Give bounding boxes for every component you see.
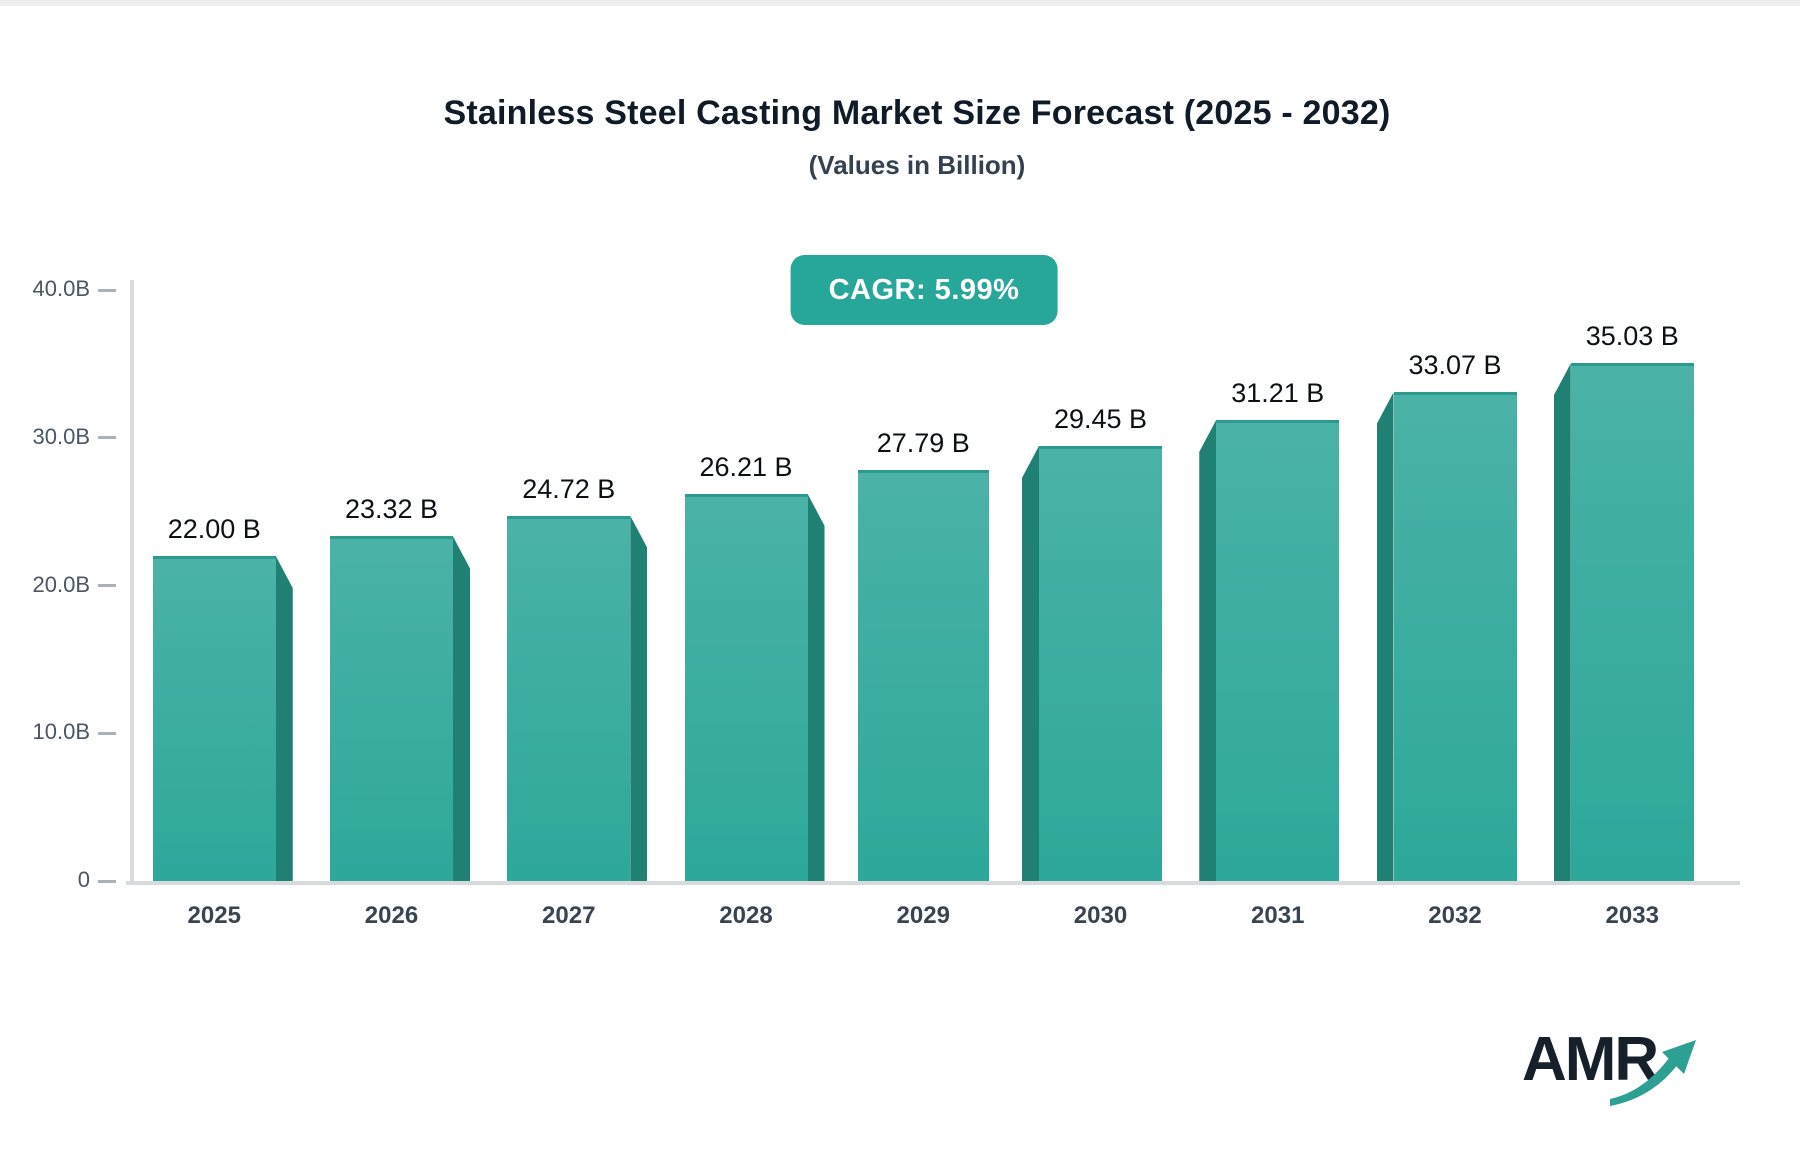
- bar-2026: [330, 536, 453, 881]
- y-axis-tick-label: 30.0B: [32, 423, 91, 449]
- bar-2025: [152, 555, 276, 881]
- chart-title: Stainless Steel Casting Market Size Fore…: [443, 94, 1391, 132]
- x-axis-category-label: 2031: [1251, 902, 1305, 929]
- y-axis-line: [130, 280, 134, 885]
- bar-2030: [1039, 445, 1162, 881]
- amr-logo: AMR: [1522, 1025, 1722, 1110]
- bar-value-label: 23.32 B: [344, 494, 439, 525]
- bar-value-label: 35.03 B: [1585, 321, 1679, 352]
- x-axis-category-label: 2026: [364, 902, 419, 929]
- y-axis-tick: [98, 879, 116, 883]
- bar-2033: [1570, 363, 1694, 881]
- bar-3d-side: [1553, 363, 1571, 881]
- bar-value-label: 27.79 B: [876, 428, 970, 459]
- y-axis-tick-label: 40.0B: [32, 276, 91, 301]
- x-axis-category-label: 2029: [896, 902, 950, 929]
- amr-arrow-swoosh: [1610, 1058, 1678, 1106]
- bar-3d-side: [275, 555, 293, 881]
- bar-2027: [507, 515, 631, 881]
- bar-value-label: 26.21 B: [699, 451, 793, 482]
- bar-3d-side: [807, 493, 825, 881]
- bar-value-label: 24.72 B: [522, 473, 616, 504]
- amr-logo-text: AMR: [1522, 1025, 1659, 1094]
- bar-value-label: 33.07 B: [1408, 350, 1502, 381]
- bar-value-label: 22.00 B: [167, 513, 261, 544]
- y-axis-tick-label: 0: [77, 867, 90, 892]
- x-axis-category-label: 2032: [1428, 902, 1482, 929]
- cagr-badge: CAGR: 5.99%: [790, 255, 1058, 325]
- bar-3d-side: [1022, 445, 1039, 881]
- x-axis-category-label: 2028: [719, 902, 773, 929]
- y-axis-tick-label: 10.0B: [32, 719, 91, 745]
- bar-2032: [1393, 392, 1517, 881]
- x-axis-category-label: 2025: [187, 902, 241, 929]
- x-axis-line: [126, 881, 1740, 885]
- window-top-edge: [0, 0, 1800, 6]
- amr-arrow-head: [1662, 1040, 1696, 1074]
- bar-3d-side: [630, 515, 648, 881]
- bar-3d-side: [1376, 392, 1394, 881]
- y-axis-tick: [98, 584, 116, 587]
- y-axis-tick: [98, 731, 116, 735]
- y-axis-tick: [98, 436, 116, 440]
- x-axis-category-label: 2030: [1073, 902, 1128, 929]
- bar-2028: [684, 493, 808, 881]
- x-axis-category-label: 2027: [542, 902, 596, 929]
- y-axis-tick-label: 20.0B: [32, 571, 91, 597]
- bar-3d-side: [1199, 419, 1217, 881]
- bar-value-label: 31.21 B: [1231, 377, 1325, 408]
- bar-value-label: 29.45 B: [1053, 403, 1148, 434]
- bar-3d-side: [453, 536, 470, 881]
- chart-subtitle: (Values in Billion): [808, 150, 1026, 180]
- amr-logo-arrow-icon: [1610, 1040, 1696, 1106]
- y-axis-tick: [98, 288, 116, 292]
- bar-2031: [1216, 419, 1340, 881]
- x-axis-category-label: 2033: [1605, 902, 1659, 929]
- bar-2029: [857, 470, 989, 881]
